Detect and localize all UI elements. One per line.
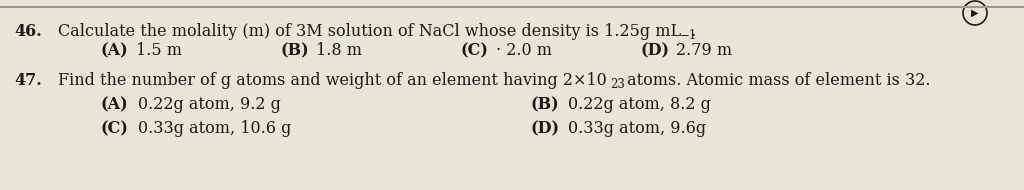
- Text: 23: 23: [610, 78, 625, 91]
- Text: 0.33g atom, 9.6g: 0.33g atom, 9.6g: [568, 120, 707, 137]
- Text: Find the number of g atoms and weight of an element having 2×10: Find the number of g atoms and weight of…: [58, 72, 607, 89]
- Text: (B): (B): [280, 42, 308, 59]
- Text: ▶: ▶: [971, 8, 979, 18]
- Text: 1.8 m: 1.8 m: [316, 42, 362, 59]
- Text: 46.: 46.: [14, 23, 42, 40]
- Text: 0.22g atom, 9.2 g: 0.22g atom, 9.2 g: [138, 96, 281, 113]
- Text: 2.79 m: 2.79 m: [676, 42, 732, 59]
- Text: 47.: 47.: [14, 72, 42, 89]
- Text: (A): (A): [100, 96, 128, 113]
- Text: Calculate the molality (m) of 3M solution of NaCl whose density is 1.25g mL: Calculate the molality (m) of 3M solutio…: [58, 23, 681, 40]
- Text: 0.22g atom, 8.2 g: 0.22g atom, 8.2 g: [568, 96, 711, 113]
- Text: (D): (D): [530, 120, 559, 137]
- Text: (A): (A): [100, 42, 128, 59]
- Text: · 2.0 m: · 2.0 m: [496, 42, 552, 59]
- Text: 0.33g atom, 10.6 g: 0.33g atom, 10.6 g: [138, 120, 292, 137]
- Text: (B): (B): [530, 96, 559, 113]
- Text: .: .: [690, 23, 695, 40]
- Text: −1: −1: [680, 29, 697, 42]
- Text: (D): (D): [640, 42, 669, 59]
- Text: (C): (C): [460, 42, 487, 59]
- Text: (C): (C): [100, 120, 128, 137]
- Text: 1.5 m: 1.5 m: [136, 42, 182, 59]
- Text: atoms. Atomic mass of element is 32.: atoms. Atomic mass of element is 32.: [622, 72, 931, 89]
